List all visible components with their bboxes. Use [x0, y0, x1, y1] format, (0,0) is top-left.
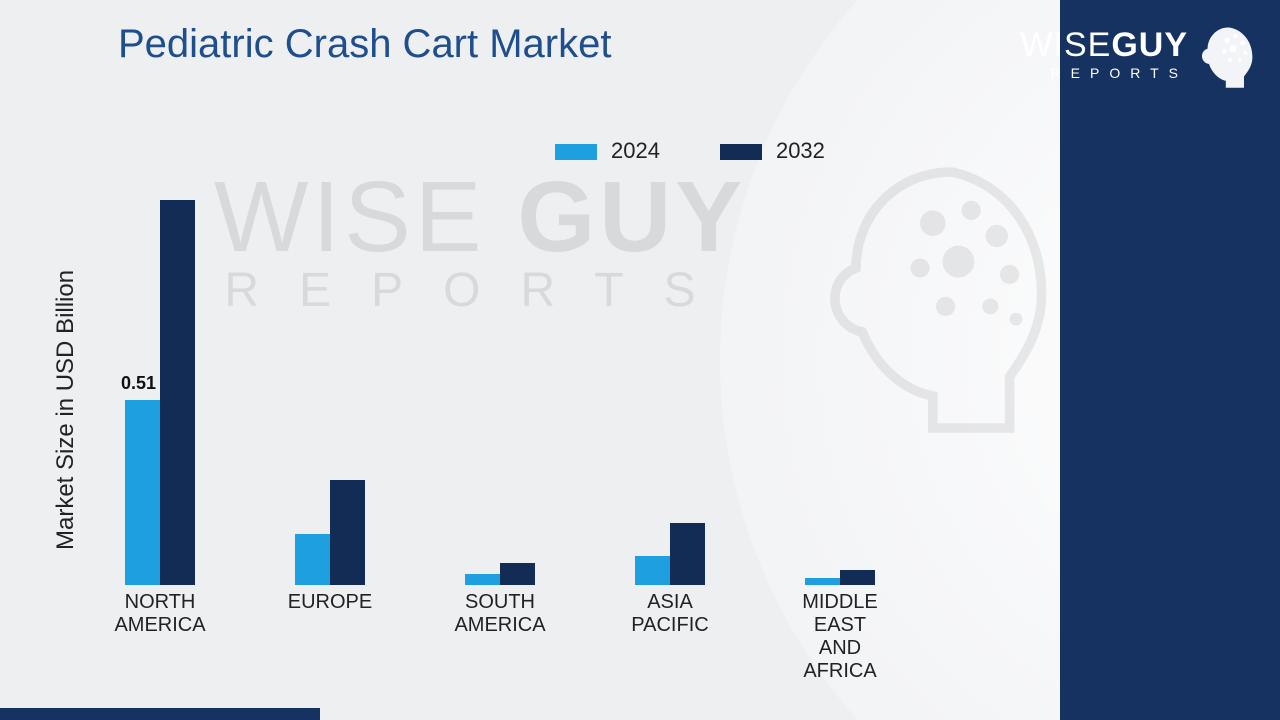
bar-group: [775, 570, 905, 585]
bar-group: [605, 523, 735, 585]
bar-2024: [125, 400, 160, 585]
logo-word-3: REPORTS: [1020, 66, 1188, 80]
bar-2032: [500, 563, 535, 585]
legend-item: 2032: [720, 138, 825, 164]
bar-2032: [330, 480, 365, 585]
category-label: EUROPE: [265, 591, 395, 614]
bar-group: 0.51: [95, 200, 225, 585]
logo-word-2: GUY: [1111, 26, 1188, 64]
category-label: ASIAPACIFIC: [605, 591, 735, 637]
brand-logo: WISEGUY REPORTS: [1020, 28, 1248, 80]
frame: WISE GUY REPORTS Pediatric Crash Cart Ma…: [0, 0, 1280, 720]
legend-label: 2032: [776, 138, 825, 163]
legend-swatch: [720, 144, 762, 160]
bottom-accent-bar: [0, 708, 320, 720]
category-label: MIDDLEEASTANDAFRICA: [775, 591, 905, 683]
bar-value-label: 0.51: [121, 373, 156, 394]
category-label: SOUTHAMERICA: [435, 591, 565, 637]
bar-2032: [670, 523, 705, 585]
chart-title: Pediatric Crash Cart Market: [118, 22, 611, 67]
legend-label: 2024: [611, 138, 660, 163]
legend: 2024 2032: [555, 138, 825, 164]
y-axis-label: Market Size in USD Billion: [52, 270, 80, 550]
logo-word-1: WISE: [1020, 26, 1111, 64]
right-panel: [1060, 0, 1280, 720]
bar-group: [265, 480, 395, 585]
category-label: NORTHAMERICA: [95, 591, 225, 637]
bar-2032: [160, 200, 195, 585]
legend-swatch: [555, 144, 597, 160]
bar-chart: 0.51: [95, 185, 965, 585]
bar-2024: [465, 574, 500, 585]
category-axis: NORTHAMERICA EUROPE SOUTHAMERICA ASIAPACIFI…: [95, 585, 965, 720]
bar-2024: [805, 578, 840, 585]
bar-2032: [840, 570, 875, 585]
bar-group: [435, 563, 565, 585]
legend-item: 2024: [555, 138, 660, 164]
bar-2024: [295, 534, 330, 585]
bar-2024: [635, 556, 670, 585]
